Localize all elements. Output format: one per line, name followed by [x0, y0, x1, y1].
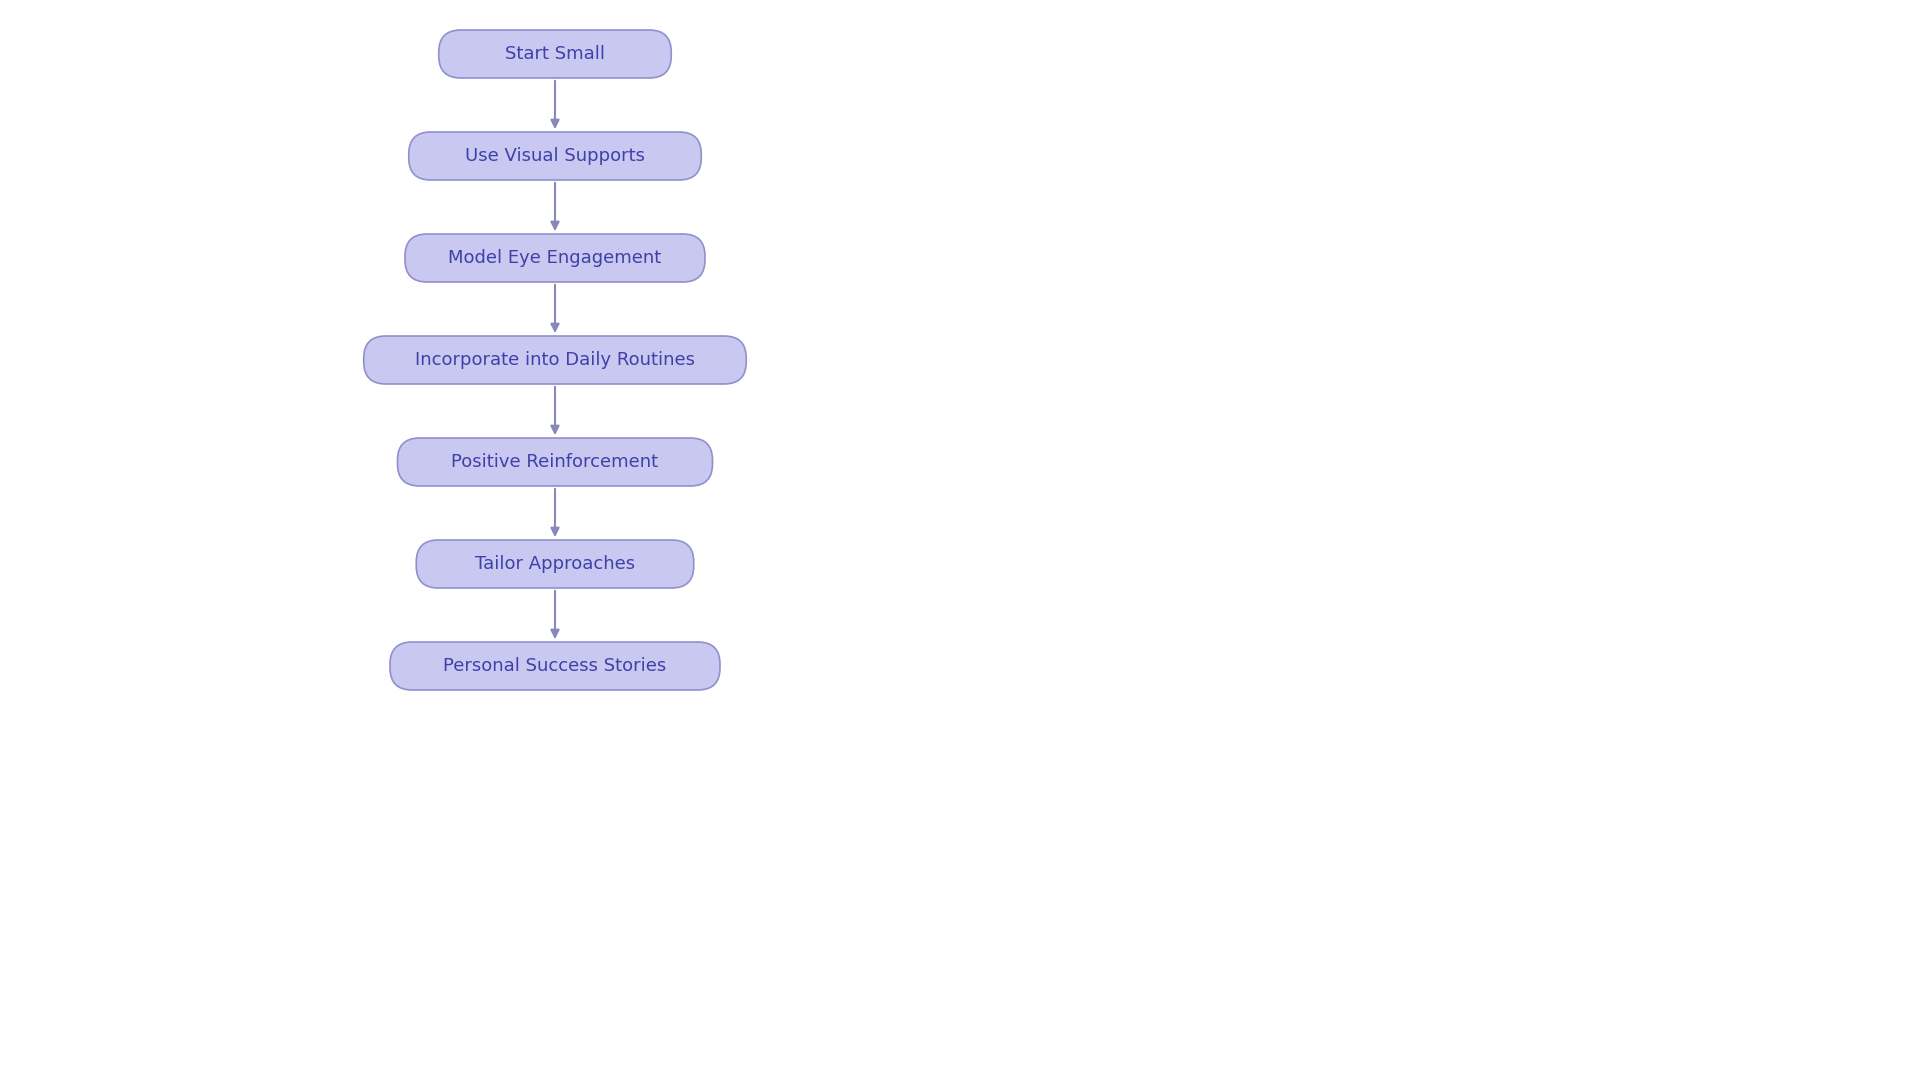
Text: Personal Success Stories: Personal Success Stories — [444, 657, 666, 675]
Text: Incorporate into Daily Routines: Incorporate into Daily Routines — [415, 351, 695, 369]
FancyBboxPatch shape — [397, 438, 712, 486]
FancyBboxPatch shape — [405, 234, 705, 282]
FancyBboxPatch shape — [417, 540, 693, 588]
FancyBboxPatch shape — [440, 30, 672, 78]
Text: Model Eye Engagement: Model Eye Engagement — [449, 249, 662, 268]
Text: Use Visual Supports: Use Visual Supports — [465, 147, 645, 165]
Text: Tailor Approaches: Tailor Approaches — [474, 554, 636, 573]
Text: Start Small: Start Small — [505, 45, 605, 63]
FancyBboxPatch shape — [409, 132, 701, 180]
Text: Positive Reinforcement: Positive Reinforcement — [451, 453, 659, 471]
FancyBboxPatch shape — [390, 642, 720, 690]
FancyBboxPatch shape — [363, 336, 747, 384]
